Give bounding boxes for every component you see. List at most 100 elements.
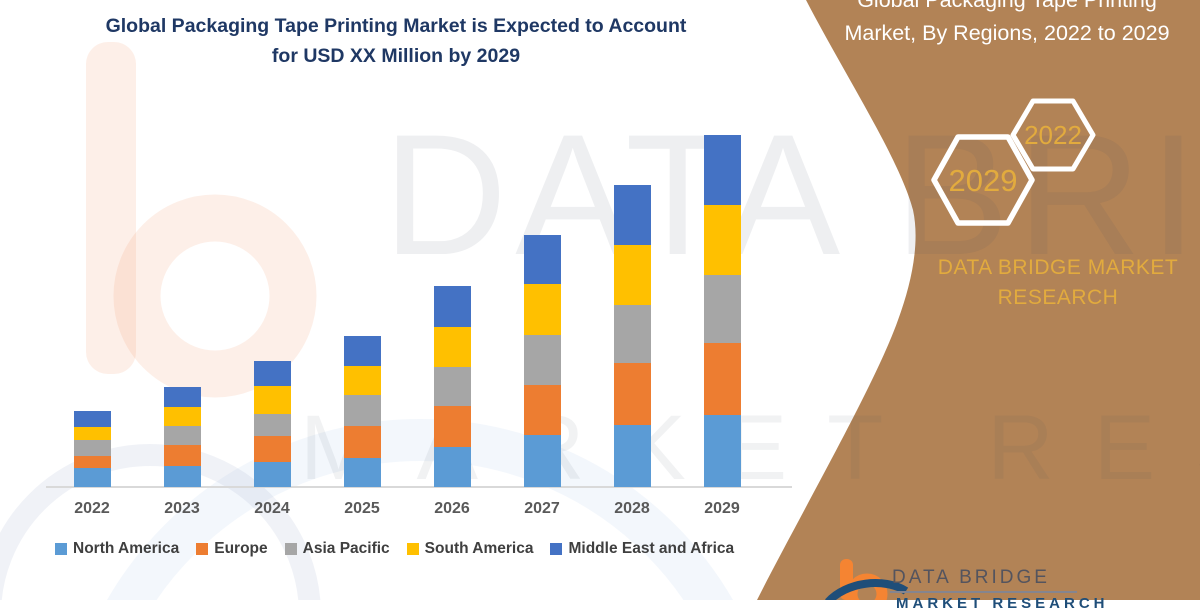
x-tick-label-2025: 2025 [344, 500, 380, 517]
segment-2027-south-america [523, 284, 561, 335]
legend-label: Middle East and Africa [568, 540, 735, 557]
legend-swatch-icon [55, 543, 67, 555]
x-tick-label-2024: 2024 [254, 500, 290, 517]
page-title-line2: for USD XX Million by 2029 [271, 45, 521, 67]
legend-item-middle-east-and-africa: Middle East and Africa [550, 540, 734, 558]
segment-2025-asia-pacific [343, 395, 381, 426]
segment-2029-south-america [703, 205, 741, 275]
legend-label: North America [73, 540, 180, 557]
segment-2025-south-america [343, 366, 381, 395]
segment-2029-middle-east-and-africa [703, 135, 741, 205]
segment-2026-middle-east-and-africa [433, 286, 471, 327]
segment-2029-north-america [703, 415, 741, 487]
segment-2025-europe [343, 426, 381, 458]
bar-2027 [523, 235, 561, 487]
segment-2022-north-america [73, 468, 111, 487]
x-tick-label-2023: 2023 [164, 500, 200, 517]
bar-2022 [73, 411, 111, 487]
x-axis-line [46, 486, 792, 488]
segment-2024-europe [253, 436, 291, 462]
x-tick-label-2022: 2022 [74, 500, 110, 517]
x-tick-label-2026: 2026 [434, 500, 470, 517]
bar-2025 [343, 336, 381, 487]
footer-rule [890, 591, 1077, 593]
segment-2028-europe [613, 363, 651, 425]
segment-2027-north-america [523, 435, 561, 487]
legend-swatch-icon [284, 543, 297, 555]
legend-item-europe: Europe [196, 540, 268, 558]
segment-2026-europe [433, 406, 471, 447]
hexagon-2022: 2022 [1010, 98, 1096, 172]
segment-2028-south-america [613, 245, 651, 305]
segment-2022-middle-east-and-africa [73, 411, 111, 427]
hexagon-2029: 2029 [931, 134, 1035, 226]
segment-2027-asia-pacific [523, 335, 561, 385]
segment-2028-middle-east-and-africa [613, 185, 651, 245]
bar-2029 [703, 135, 741, 487]
faint-arc [0, 444, 321, 600]
segment-2023-middle-east-and-africa [163, 387, 201, 407]
footer-brand-sub: MARKET RESEARCH [896, 595, 1109, 612]
legend-swatch-icon [550, 543, 563, 555]
legend-item-south-america: South America [406, 540, 534, 558]
segment-2024-south-america [253, 386, 291, 414]
segment-2029-asia-pacific [703, 275, 741, 343]
segment-2023-asia-pacific [163, 426, 201, 445]
bar-2026 [433, 286, 471, 487]
banner-heading: Global Packaging Tape Printing Market, B… [818, 0, 1196, 50]
stacked-bar-chart: 2022 2023 2024 2025 2026 2027 2028 2029 [40, 130, 792, 517]
brand-text-line2: RESEARCH [997, 286, 1119, 309]
footer-b-icon [825, 559, 909, 600]
segment-2024-middle-east-and-africa [253, 361, 291, 386]
segment-2026-north-america [433, 447, 471, 487]
segment-2029-europe [703, 343, 741, 415]
segment-2025-middle-east-and-africa [343, 336, 381, 366]
banner-heading-line1: Global Packaging Tape Printing [857, 0, 1157, 12]
brand-text-line1: DATA BRIDGE MARKET [937, 256, 1179, 279]
banner-heading-line2: Market, By Regions, 2022 to 2029 [844, 21, 1170, 45]
segment-2023-north-america [163, 466, 201, 487]
page-title-line1: Global Packaging Tape Printing Market is… [105, 15, 687, 37]
segment-2027-middle-east-and-africa [523, 235, 561, 284]
segment-2022-south-america [73, 427, 111, 440]
bar-2024 [253, 361, 291, 487]
segment-2022-asia-pacific [73, 440, 111, 456]
legend-item-asia-pacific: Asia Pacific [284, 540, 390, 558]
hexagon-2029-label: 2029 [949, 163, 1018, 198]
segment-2028-north-america [613, 425, 651, 487]
hexagon-2022-label: 2022 [1024, 120, 1082, 150]
footer-brand-name: DATA BRIDGE [892, 567, 1050, 588]
legend-swatch-icon [406, 543, 419, 555]
segment-2026-south-america [433, 327, 471, 367]
bar-2028 [613, 185, 651, 487]
x-tick-label-2027: 2027 [524, 500, 560, 517]
segment-2027-europe [523, 385, 561, 435]
footer-swoosh-icon [825, 579, 909, 600]
legend-item-north-america: North America [55, 540, 179, 558]
brown-band [757, 0, 1200, 600]
brand-text: DATA BRIDGE MARKET RESEARCH [930, 253, 1186, 313]
segment-2025-north-america [343, 458, 381, 487]
legend-label: Europe [214, 540, 268, 557]
segment-2022-europe [73, 456, 111, 468]
chart-legend: North America Europe Asia Pacific South Ame… [55, 540, 734, 558]
segment-2023-south-america [163, 407, 201, 426]
legend-label: Asia Pacific [302, 540, 390, 557]
faint-arc [107, 419, 733, 600]
faint-b-logo-watermark [86, 42, 317, 398]
segment-2023-europe [163, 445, 201, 466]
segment-2026-asia-pacific [433, 367, 471, 406]
legend-swatch-icon [196, 543, 209, 555]
segment-2024-north-america [253, 462, 291, 487]
legend-label: South America [424, 540, 534, 557]
bar-2023 [163, 387, 201, 487]
watermark-data-bridge: DATA BRIDGE [383, 99, 1200, 291]
segment-2028-asia-pacific [613, 305, 651, 363]
segment-2024-asia-pacific [253, 414, 291, 436]
page-title: Global Packaging Tape Printing Market is… [40, 11, 752, 71]
x-tick-label-2028: 2028 [614, 500, 650, 517]
x-tick-label-2029: 2029 [704, 500, 740, 517]
